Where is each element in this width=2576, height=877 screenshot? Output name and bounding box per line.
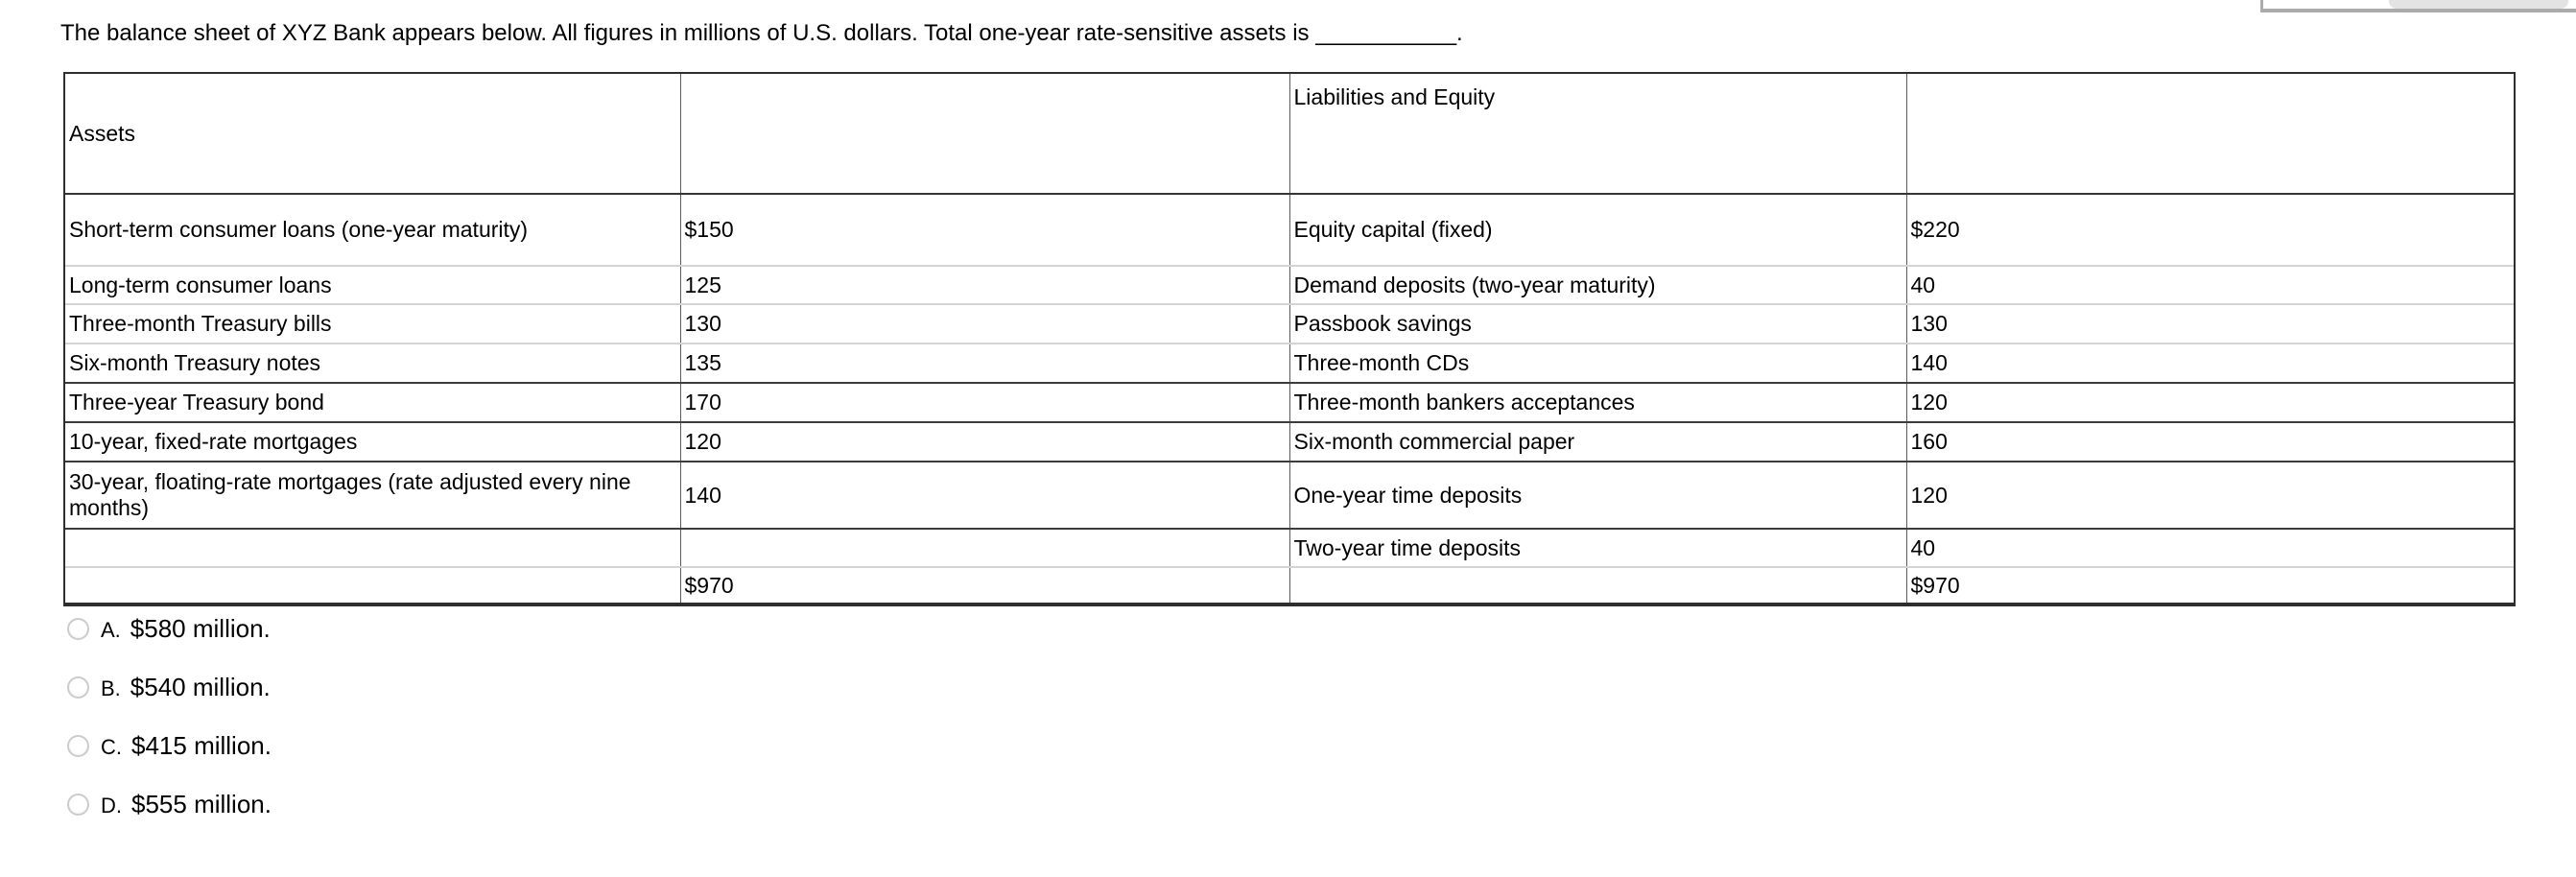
liability-value: 40	[1906, 266, 2514, 305]
option-b-letter: B.	[101, 676, 121, 700]
liability-label: Three-month bankers acceptances	[1289, 383, 1907, 423]
liability-value: 160	[1906, 422, 2514, 462]
option-d-text: $555 million.	[131, 789, 272, 818]
asset-label: Three-year Treasury bond	[65, 383, 681, 423]
liability-label: Equity capital (fixed)	[1289, 194, 1907, 267]
option-d[interactable]: D. $555 million.	[67, 789, 272, 818]
table-row: 10-year, fixed-rate mortgages 120 Six-mo…	[65, 422, 2514, 462]
question-text: The balance sheet of XYZ Bank appears be…	[60, 20, 1463, 47]
asset-value: 135	[680, 344, 1290, 384]
table-row: Two-year time deposits 40	[65, 529, 2514, 568]
empty-header-cell	[1906, 74, 2514, 195]
liability-label: Two-year time deposits	[1289, 529, 1907, 568]
table-total-row: $970 $970	[65, 567, 2514, 603]
asset-value: 140	[680, 462, 1290, 530]
asset-label: Short-term consumer loans (one-year matu…	[65, 194, 681, 267]
liability-label: Demand deposits (two-year maturity)	[1289, 266, 1907, 305]
option-c-text: $415 million.	[131, 730, 272, 760]
asset-label: Six-month Treasury notes	[65, 344, 681, 384]
asset-label: 10-year, fixed-rate mortgages	[65, 422, 681, 462]
asset-label	[65, 567, 681, 603]
answer-blank: ___________	[1315, 20, 1457, 46]
option-b[interactable]: B. $540 million.	[67, 672, 272, 701]
asset-label: 30-year, floating-rate mortgages (rate a…	[65, 462, 681, 530]
answer-options: A. $580 million. B. $540 million. C. $415 m…	[67, 613, 272, 849]
asset-value: 125	[680, 266, 1290, 305]
liabilities-header: Liabilities and Equity	[1289, 74, 1907, 195]
asset-label	[65, 529, 681, 568]
question-text-body: The balance sheet of XYZ Bank appears be…	[60, 20, 1310, 46]
asset-label: Three-month Treasury bills	[65, 304, 681, 344]
asset-value: 120	[680, 422, 1290, 462]
empty-header-cell	[680, 74, 1290, 195]
clipped-button[interactable]	[2389, 0, 2568, 9]
option-a-radio[interactable]	[67, 617, 89, 640]
asset-label: Long-term consumer loans	[65, 266, 681, 305]
table-row: Long-term consumer loans 125 Demand depo…	[65, 266, 2514, 305]
option-c[interactable]: C. $415 million.	[67, 730, 272, 760]
option-c-radio[interactable]	[67, 734, 89, 757]
asset-value	[680, 529, 1290, 568]
asset-total-value: $970	[680, 567, 1290, 603]
liability-total-value: $970	[1910, 572, 1960, 598]
liability-value: 120	[1906, 383, 2514, 423]
liability-label: Three-month CDs	[1289, 344, 1907, 384]
option-d-radio[interactable]	[67, 793, 89, 816]
asset-value: 170	[680, 383, 1290, 423]
liability-label	[1289, 567, 1907, 603]
option-a-letter: A.	[101, 617, 121, 642]
option-c-letter: C.	[101, 734, 122, 759]
option-a-text: $580 million.	[130, 613, 271, 643]
liability-value: 40	[1906, 529, 2514, 568]
option-b-radio[interactable]	[67, 676, 89, 699]
asset-value: $150	[680, 194, 1290, 267]
liability-label: Passbook savings	[1289, 304, 1907, 344]
table-row: Six-month Treasury notes 135 Three-month…	[65, 344, 2514, 384]
table-header-row: Assets Liabilities and Equity	[65, 74, 2514, 195]
question-text-suffix: .	[1456, 20, 1463, 46]
liability-value: 130	[1906, 304, 2514, 344]
assets-header: Assets	[65, 74, 681, 195]
table-row: 30-year, floating-rate mortgages (rate a…	[65, 462, 2514, 530]
table-row: Short-term consumer loans (one-year matu…	[65, 194, 2514, 267]
table-row: Three-month Treasury bills 130 Passbook …	[65, 304, 2514, 344]
liability-value: 140	[1906, 344, 2514, 384]
table-row: Three-year Treasury bond 170 Three-month…	[65, 383, 2514, 423]
balance-sheet-table: Assets Liabilities and Equity Short-term…	[63, 72, 2516, 606]
liability-label: One-year time deposits	[1289, 462, 1907, 530]
option-b-text: $540 million.	[130, 672, 271, 701]
asset-value: 130	[680, 304, 1290, 344]
liability-value: 120	[1906, 462, 2514, 530]
liability-label: Six-month commercial paper	[1289, 422, 1907, 462]
clipped-panel	[2260, 0, 2576, 12]
option-a[interactable]: A. $580 million.	[67, 613, 272, 643]
liability-value: $220	[1906, 194, 2514, 267]
option-d-letter: D.	[101, 793, 122, 818]
